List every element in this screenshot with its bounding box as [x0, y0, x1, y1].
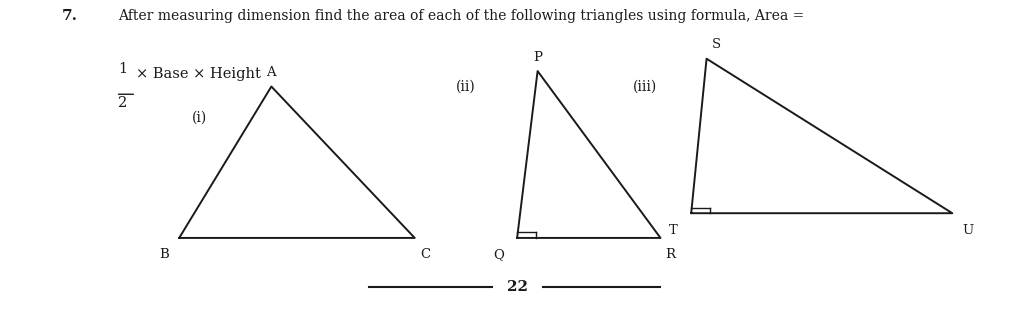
Text: S: S — [713, 38, 721, 51]
Text: (iii): (iii) — [633, 79, 657, 94]
Text: 22: 22 — [507, 280, 527, 294]
Text: After measuring dimension find the area of each of the following triangles using: After measuring dimension find the area … — [118, 9, 804, 23]
Text: T: T — [669, 224, 677, 237]
Text: Q: Q — [494, 248, 504, 261]
Text: C: C — [420, 248, 430, 261]
Text: × Base × Height: × Base × Height — [136, 67, 261, 81]
Text: (ii): (ii) — [456, 79, 476, 94]
Text: P: P — [534, 51, 542, 64]
Text: U: U — [963, 224, 973, 237]
Text: A: A — [266, 66, 276, 79]
Text: R: R — [666, 248, 676, 261]
Text: B: B — [159, 248, 169, 261]
Text: 1: 1 — [118, 62, 127, 76]
Text: 2: 2 — [118, 96, 127, 110]
Text: 7.: 7. — [61, 9, 78, 23]
Text: (i): (i) — [193, 110, 207, 125]
